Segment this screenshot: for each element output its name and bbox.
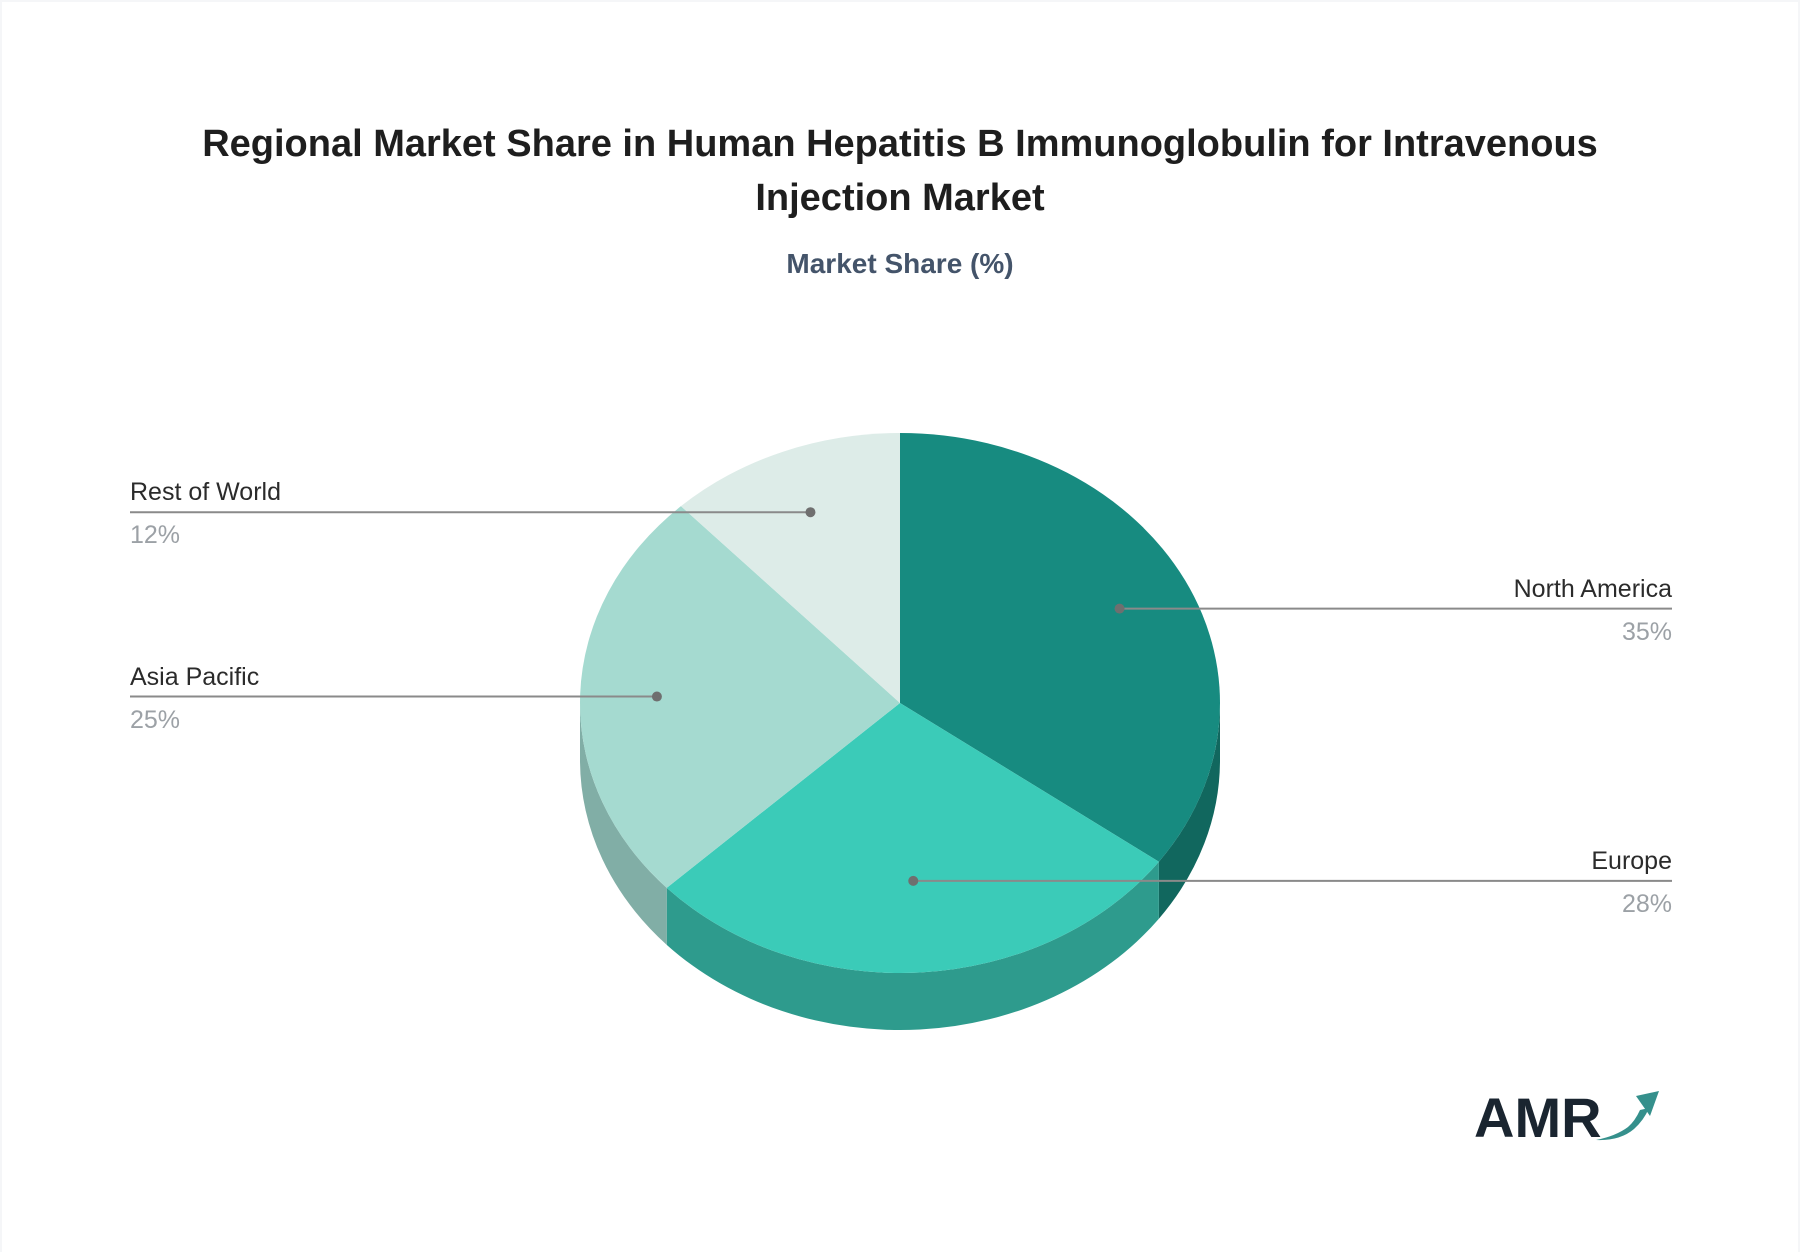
growth-arrow-icon [1595, 1091, 1659, 1141]
pie-slice-side-north-america [1158, 703, 1220, 919]
pie-slice-side-europe [666, 861, 1159, 1031]
leader-dot-asia-pacific [651, 691, 662, 702]
leader-dot-europe [908, 875, 919, 886]
slice-percent-north-america: 35% [1621, 617, 1672, 646]
pie-slice-side-asia-pacific [580, 703, 667, 945]
leader-dot-rest-of-world [805, 507, 816, 518]
chart-title: Regional Market Share in Human Hepatitis… [202, 123, 1598, 219]
slice-label-north-america: North America [1513, 574, 1672, 603]
chart-subtitle: Market Share (%) [786, 248, 1014, 279]
slice-percent-rest-of-world: 12% [130, 521, 181, 550]
pie-slice-asia-pacific[interactable] [580, 506, 900, 888]
pie-slice-north-america[interactable] [900, 433, 1220, 862]
pie-slice-rest-of-world[interactable] [680, 432, 900, 703]
amr-logo-text: AMR [1474, 1086, 1602, 1149]
slice-percent-europe: 28% [1621, 889, 1672, 918]
pie-slice-europe[interactable] [666, 703, 1159, 974]
slice-label-europe: Europe [1591, 846, 1672, 875]
leader-dot-north-america [1114, 603, 1125, 614]
amr-logo: AMR [1474, 1088, 1660, 1148]
slice-percent-asia-pacific: 25% [130, 705, 181, 734]
slice-label-rest-of-world: Rest of World [130, 478, 281, 507]
slice-label-asia-pacific: Asia Pacific [130, 662, 260, 691]
